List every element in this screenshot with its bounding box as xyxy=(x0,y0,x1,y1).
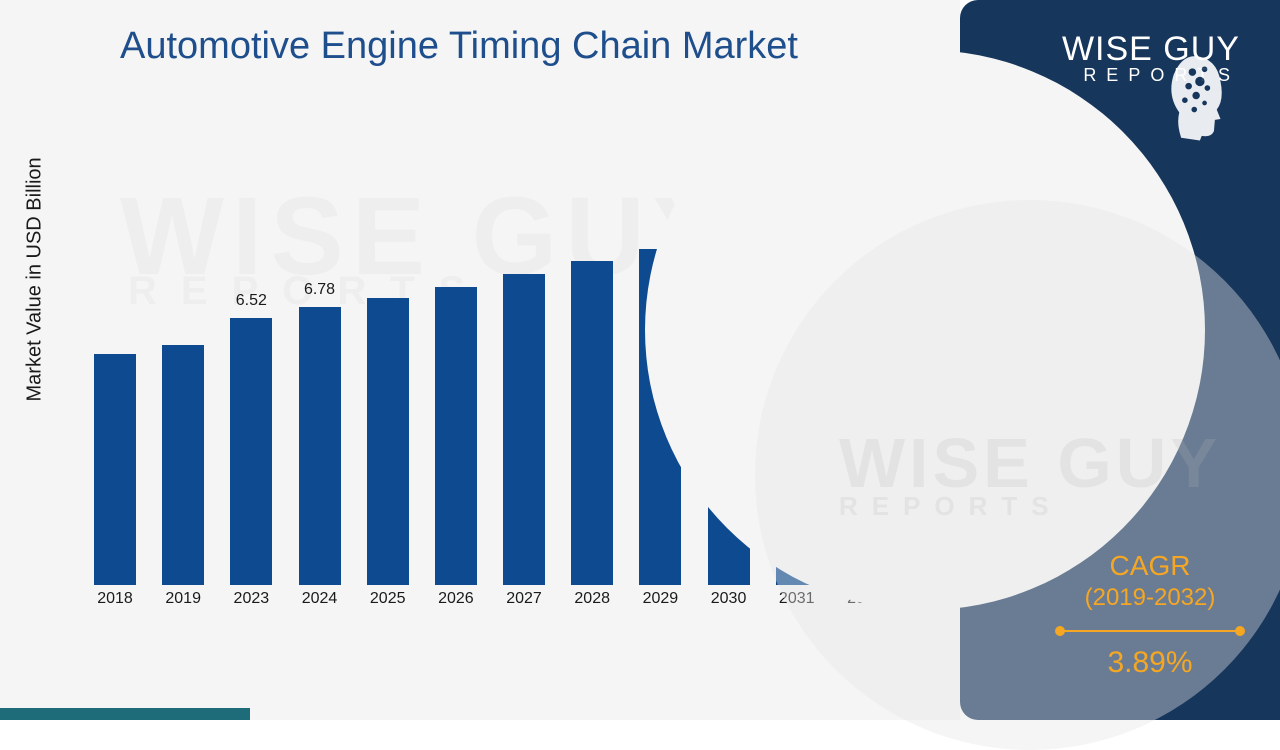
bar xyxy=(503,274,545,585)
bar-group: 9.2 xyxy=(835,182,895,585)
bar xyxy=(435,287,477,585)
bar xyxy=(162,345,204,585)
cagr-block: CAGR (2019-2032) 3.89% xyxy=(1020,550,1280,680)
bar-group xyxy=(426,261,486,585)
head-profile-icon xyxy=(1153,48,1228,143)
bottom-accent-bar xyxy=(0,708,250,720)
bar xyxy=(299,307,341,585)
x-axis-label: 2024 xyxy=(290,590,350,608)
x-axis-labels: 2018 2019 2023 2024 2025 2026 2027 2028 2029 2030… xyxy=(80,590,900,608)
bar-group xyxy=(153,319,213,585)
x-axis-label: 2025 xyxy=(358,590,418,608)
bar xyxy=(708,236,750,585)
cagr-value: 3.89% xyxy=(1020,646,1280,680)
bar-chart: 6.52 6.78 9.2 xyxy=(80,155,900,585)
cagr-divider xyxy=(1060,630,1240,632)
x-axis-label: 2031 xyxy=(767,590,827,608)
main-area: Automotive Engine Timing Chain Market WI… xyxy=(0,0,960,720)
bar-group: 6.52 xyxy=(221,292,281,585)
bar xyxy=(639,249,681,585)
bar xyxy=(94,354,136,585)
bar-group xyxy=(85,328,145,585)
bar-group: 6.78 xyxy=(290,281,350,585)
x-axis-label: 2019 xyxy=(153,590,213,608)
x-axis-label: 2027 xyxy=(494,590,554,608)
y-axis-label: Market Value in USD Billion xyxy=(24,157,47,401)
bar xyxy=(367,298,409,585)
x-axis-label: 2023 xyxy=(221,590,281,608)
bar xyxy=(844,208,886,585)
x-axis-label: 2029 xyxy=(630,590,690,608)
bar-group xyxy=(562,235,622,585)
bar xyxy=(571,261,613,585)
bar-value-label: 6.52 xyxy=(236,292,267,312)
brand-logo: WISE GUY REPORTS xyxy=(1062,30,1240,86)
bar-group xyxy=(494,248,554,585)
x-axis-label: 2032 xyxy=(835,590,895,608)
bar-group xyxy=(699,210,759,585)
chart-title: Automotive Engine Timing Chain Market xyxy=(120,25,798,69)
bar-group xyxy=(630,223,690,585)
x-axis-label: 2026 xyxy=(426,590,486,608)
bar xyxy=(230,318,272,585)
cagr-period: (2019-2032) xyxy=(1020,584,1280,612)
bar-value-label: 6.78 xyxy=(304,281,335,301)
x-axis-label: 2018 xyxy=(85,590,145,608)
bar-value-label: 9.2 xyxy=(854,182,876,202)
x-axis-label: 2028 xyxy=(562,590,622,608)
bar xyxy=(776,223,818,585)
bar-group xyxy=(767,197,827,585)
cagr-title: CAGR xyxy=(1020,550,1280,582)
x-axis-label: 2030 xyxy=(699,590,759,608)
right-panel: WISE GUY REPORTS WISE GUY REPORTS CAGR (… xyxy=(960,0,1280,720)
bar-group xyxy=(358,272,418,585)
